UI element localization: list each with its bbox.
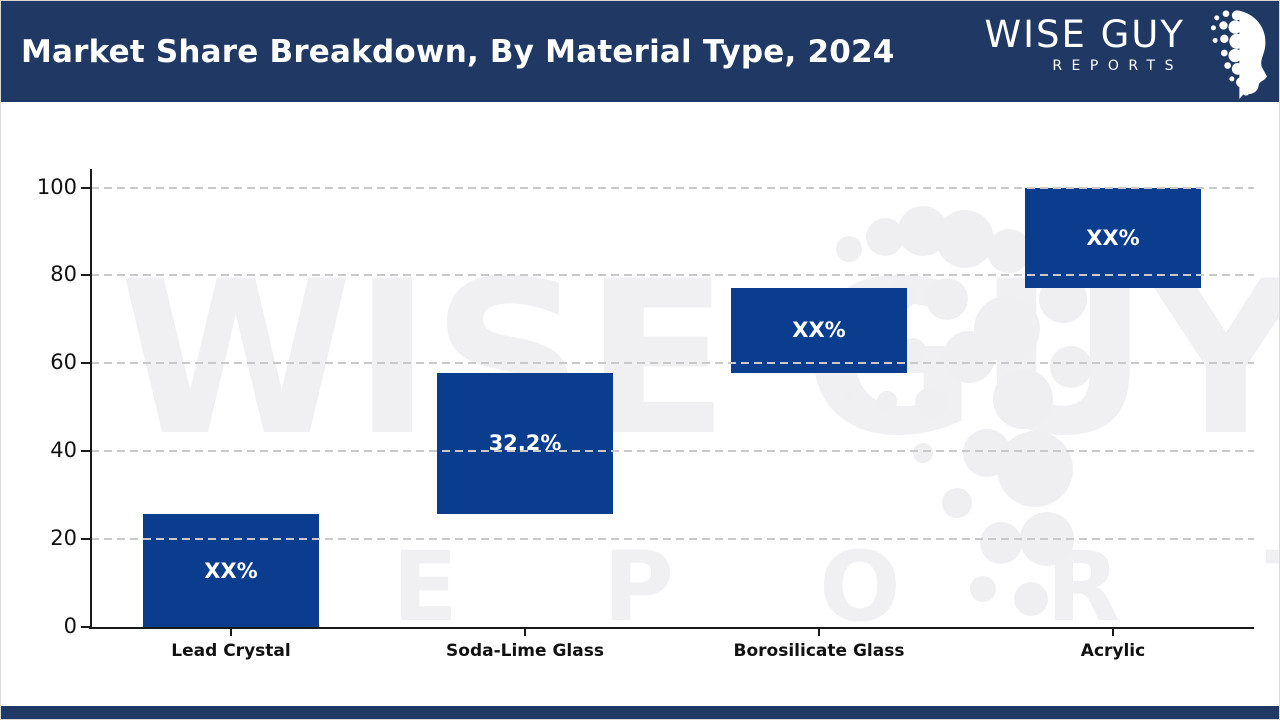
x-tick-0 xyxy=(230,629,232,636)
watermark-dot xyxy=(866,218,904,256)
y-tick-label-80: 80 xyxy=(50,262,77,287)
gridline-60 xyxy=(91,362,1254,365)
x-category-label-0: Lead Crystal xyxy=(171,641,291,661)
brand-logo-name: WISE GUY xyxy=(984,13,1185,56)
bar-2: XX% xyxy=(731,288,907,373)
y-tick-label-40: 40 xyxy=(50,438,77,463)
watermark-dot xyxy=(836,236,862,262)
x-axis-line xyxy=(89,627,1254,629)
chart-title: Market Share Breakdown, By Material Type… xyxy=(21,33,895,70)
y-tick-60 xyxy=(81,362,90,365)
watermark-dot xyxy=(942,488,972,518)
brand-head-icon xyxy=(1210,10,1267,99)
watermark-dot xyxy=(980,522,1022,564)
bar-0: XX% xyxy=(143,514,319,627)
gridline-40 xyxy=(91,450,1254,453)
brand-logo: WISE GUY REPORTS xyxy=(984,13,1185,74)
y-tick-label-100: 100 xyxy=(36,174,77,199)
watermark-dot xyxy=(1014,582,1048,616)
watermark-dot xyxy=(974,296,1040,362)
watermark-dot xyxy=(970,576,996,602)
x-category-label-1: Soda-Lime Glass xyxy=(446,641,604,661)
watermark-dot xyxy=(915,387,947,419)
watermark-dot xyxy=(877,391,897,411)
y-tick-20 xyxy=(81,538,90,541)
x-tick-1 xyxy=(524,629,526,636)
gridline-80 xyxy=(91,274,1254,277)
header-bar: Market Share Breakdown, By Material Type… xyxy=(1,1,1279,102)
watermark-reports: R E P O R T S xyxy=(173,531,1279,643)
y-axis-line xyxy=(90,169,92,629)
y-tick-80 xyxy=(81,274,90,277)
bar-value-label: XX% xyxy=(792,318,846,343)
x-tick-2 xyxy=(818,629,820,636)
watermark-dot xyxy=(843,391,855,403)
x-category-label-2: Borosilicate Glass xyxy=(733,641,905,661)
gridline-20 xyxy=(91,538,1254,541)
watermark-dot xyxy=(997,431,1073,507)
bar-value-label: XX% xyxy=(1086,225,1140,250)
y-tick-label-20: 20 xyxy=(50,526,77,551)
bar-1: 32.2% xyxy=(437,372,613,515)
footer-bar xyxy=(1,706,1279,719)
watermark-dot xyxy=(993,369,1053,429)
y-tick-100 xyxy=(81,186,90,189)
y-tick-label-0: 0 xyxy=(63,614,77,638)
watermark-dot xyxy=(936,210,994,268)
bar-value-label: XX% xyxy=(204,558,258,583)
watermark-dot xyxy=(1050,346,1092,388)
y-tick-40 xyxy=(81,450,90,453)
y-tick-label-60: 60 xyxy=(50,350,77,375)
bar-3: XX% xyxy=(1025,187,1201,289)
watermark-dot xyxy=(926,278,968,320)
x-tick-3 xyxy=(1112,629,1114,636)
x-category-label-3: Acrylic xyxy=(1080,641,1146,661)
watermark-dot xyxy=(987,229,1031,273)
y-tick-0 xyxy=(81,626,90,628)
watermark-dot xyxy=(913,443,933,463)
gridline-100 xyxy=(91,186,1254,189)
brand-logo-subname: REPORTS xyxy=(1052,57,1183,74)
